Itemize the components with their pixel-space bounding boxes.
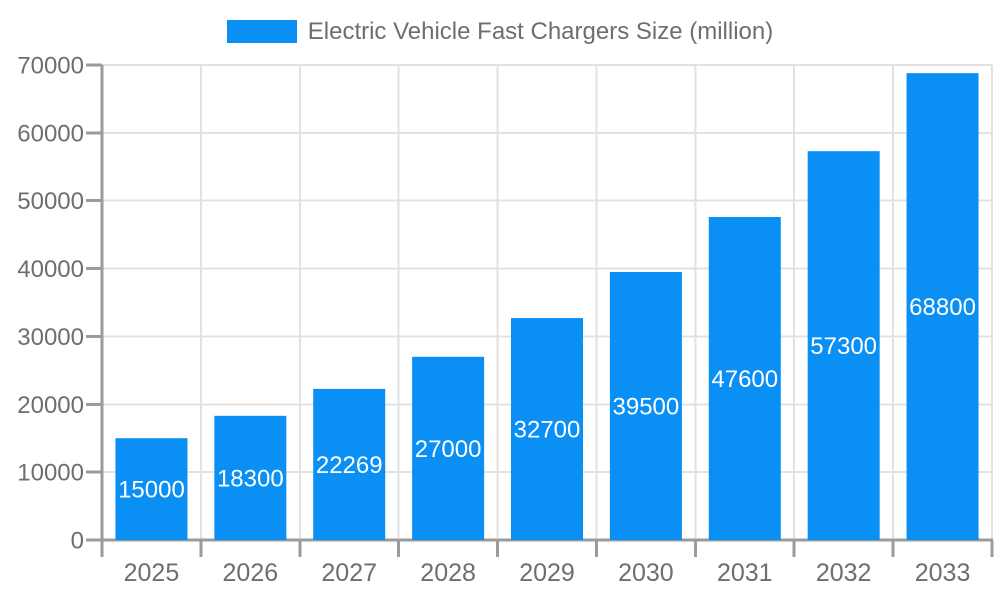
bar-value-label: 18300 xyxy=(217,465,284,492)
y-axis-label: 70000 xyxy=(17,53,84,80)
x-axis-label: 2027 xyxy=(321,559,377,587)
y-axis-label: 40000 xyxy=(17,256,84,283)
x-axis-label: 2031 xyxy=(717,559,773,587)
x-axis-label: 2028 xyxy=(420,559,476,587)
legend-item[interactable]: Electric Vehicle Fast Chargers Size (mil… xyxy=(226,17,774,46)
bar-2028[interactable] xyxy=(412,356,485,540)
x-axis-label: 2030 xyxy=(618,559,674,587)
y-axis-label: 10000 xyxy=(17,460,84,487)
bar-value-label: 27000 xyxy=(415,436,482,463)
bar-2029[interactable] xyxy=(511,318,583,540)
legend: Electric Vehicle Fast Chargers Size (mil… xyxy=(0,17,1000,46)
x-axis-label: 2032 xyxy=(816,559,872,587)
x-axis-label: 2029 xyxy=(519,559,575,587)
bar-value-label: 32700 xyxy=(514,417,581,444)
bar-value-label: 39500 xyxy=(613,393,680,420)
bar-value-label: 47600 xyxy=(711,366,778,393)
x-axis-label: 2033 xyxy=(915,559,971,587)
y-axis-label: 20000 xyxy=(17,392,84,419)
bar-2031[interactable] xyxy=(708,217,781,540)
x-axis-label: 2026 xyxy=(223,559,279,587)
y-axis-label: 30000 xyxy=(17,324,84,351)
bar-2030[interactable] xyxy=(609,271,682,540)
bar-value-label: 57300 xyxy=(810,333,877,360)
bar-value-label: 68800 xyxy=(909,294,976,321)
bar-value-label: 22269 xyxy=(316,452,383,479)
bar-2026[interactable] xyxy=(214,415,287,540)
y-axis-label: 0 xyxy=(71,528,84,555)
bar-2025[interactable] xyxy=(115,438,188,540)
legend-swatch-icon xyxy=(226,20,297,43)
y-axis-label: 60000 xyxy=(17,120,84,147)
bar-2033[interactable] xyxy=(906,73,979,541)
legend-label: Electric Vehicle Fast Chargers Size (mil… xyxy=(307,17,774,45)
bar-value-label: 15000 xyxy=(118,477,185,504)
x-axis-label: 2025 xyxy=(124,559,180,587)
y-axis-label: 50000 xyxy=(17,188,84,215)
bar-2027[interactable] xyxy=(313,388,386,540)
bar-2032[interactable] xyxy=(807,151,880,540)
